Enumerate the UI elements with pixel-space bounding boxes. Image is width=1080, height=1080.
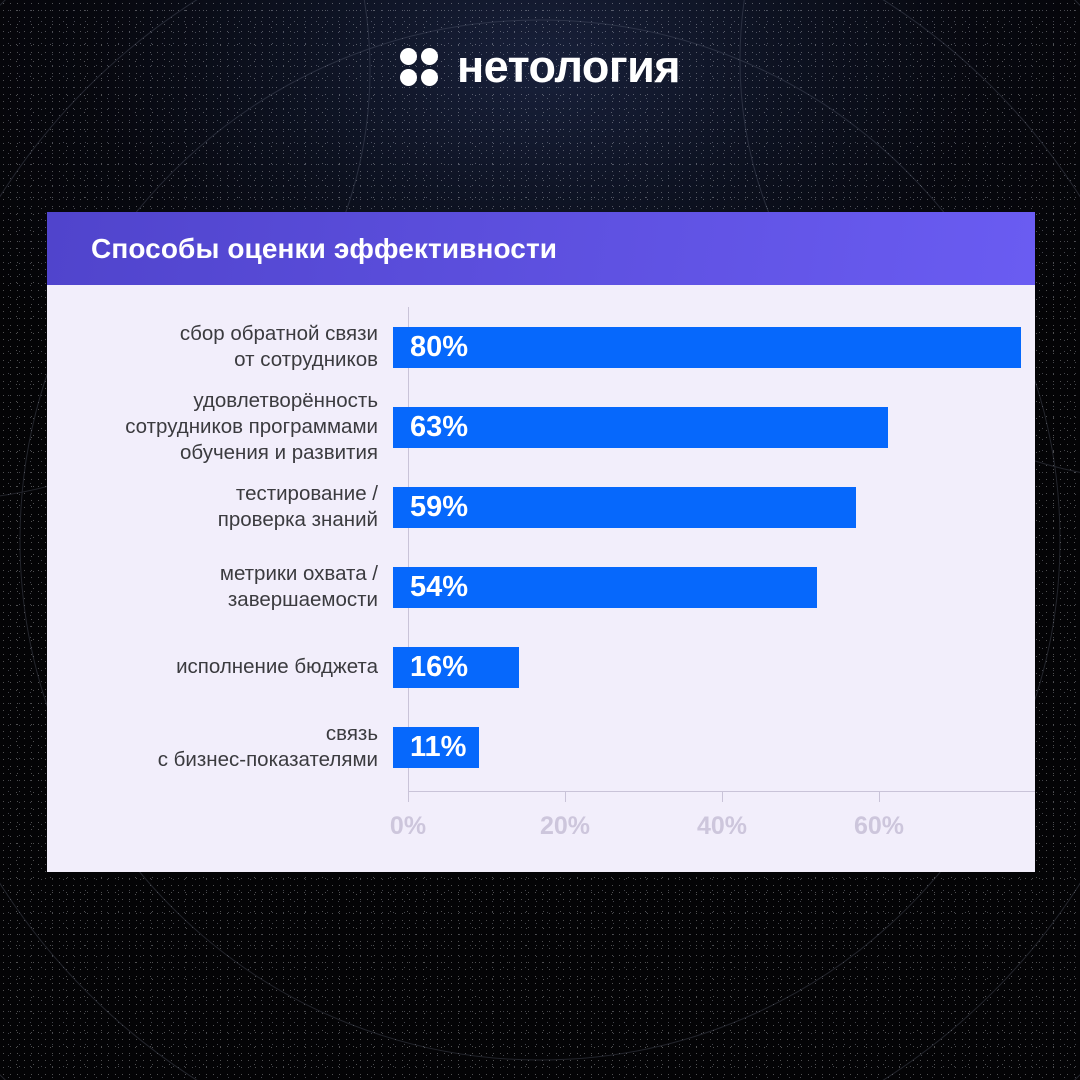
x-tick-mark (722, 791, 723, 802)
bar-track: 59% (393, 467, 1035, 547)
table-row: удовлетворённость сотрудников программам… (47, 387, 1035, 467)
bar-chart-plot: сбор обратной связи от сотрудников 80% у… (47, 285, 1035, 872)
table-row: связь с бизнес-показателями 11% (47, 707, 1035, 787)
x-axis-ticks: 0% 20% 40% 60% (47, 791, 1035, 851)
chart-card-header: Способы оценки эффективности (47, 212, 1035, 285)
bar: 59% (393, 487, 857, 528)
table-row: тестирование / проверка знаний 59% (47, 467, 1035, 547)
x-tick-mark (879, 791, 880, 802)
bar-category-label: связь с бизнес-показателями (157, 722, 378, 771)
table-row: метрики охвата / завершаемости 54% (47, 547, 1035, 627)
bar-category-label: метрики охвата / завершаемости (219, 562, 378, 611)
bar-category-label: сбор обратной связи от сотрудников (179, 322, 378, 371)
bar: 80% (393, 327, 1021, 368)
bar-value-label: 54% (410, 571, 469, 603)
bar: 16% (393, 647, 519, 688)
x-tick-label: 40% (696, 812, 748, 840)
table-row: сбор обратной связи от сотрудников 80% (47, 307, 1035, 387)
x-tick-mark (408, 791, 409, 802)
bar: 54% (393, 567, 817, 608)
bar: 63% (393, 407, 888, 448)
brand-logo: нетология (0, 44, 1080, 89)
bar-value-label: 63% (410, 411, 469, 443)
bar-track: 80% (393, 307, 1035, 387)
x-axis-line (408, 791, 1035, 792)
x-tick-mark (565, 791, 566, 802)
bar-rows: сбор обратной связи от сотрудников 80% у… (47, 307, 1035, 787)
x-tick-label: 20% (539, 812, 591, 840)
bar-category-label: исполнение бюджета (176, 655, 378, 678)
bar-track: 11% (393, 707, 1035, 787)
bar-value-label: 11% (410, 731, 467, 763)
bar-track: 63% (393, 387, 1035, 467)
x-tick-label: 60% (853, 812, 905, 840)
chart-title: Способы оценки эффективности (91, 232, 558, 264)
table-row: исполнение бюджета 16% (47, 627, 1035, 707)
chart-card: Способы оценки эффективности сбор обратн… (47, 212, 1035, 872)
bar: 11% (393, 727, 480, 768)
bar-track: 16% (393, 627, 1035, 707)
four-dots-logo-icon (399, 47, 438, 86)
bar-track: 54% (393, 547, 1035, 627)
bar-category-label: удовлетворённость сотрудников программам… (125, 389, 378, 464)
y-axis-line (408, 307, 409, 791)
bar-value-label: 16% (410, 651, 469, 683)
bar-category-label: тестирование / проверка знаний (217, 482, 378, 531)
brand-name: нетология (456, 41, 681, 92)
x-tick-label: 0% (389, 812, 427, 840)
bar-value-label: 80% (410, 331, 469, 363)
bar-value-label: 59% (410, 491, 469, 523)
